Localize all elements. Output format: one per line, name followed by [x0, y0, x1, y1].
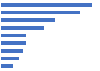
Bar: [1, 11, 80, 14]
Bar: [1, 41, 26, 45]
Bar: [1, 34, 26, 37]
Bar: [1, 3, 92, 7]
Bar: [1, 57, 19, 60]
Bar: [1, 26, 44, 30]
Bar: [1, 64, 13, 68]
Bar: [1, 18, 55, 22]
Bar: [1, 49, 23, 53]
